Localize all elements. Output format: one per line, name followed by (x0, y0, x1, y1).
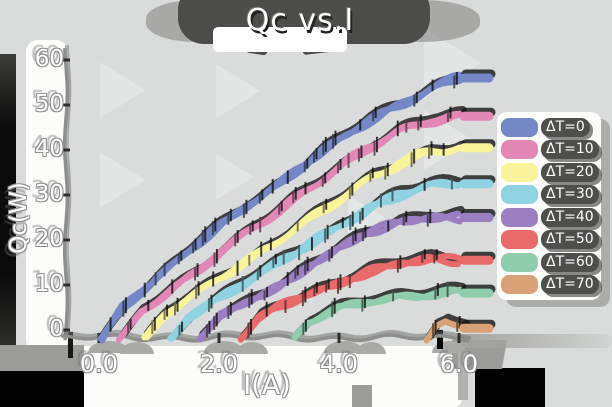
y-tick-label: 50 (34, 91, 64, 117)
legend-label: ΔT=50 (541, 230, 599, 250)
series-ΔT=10 (115, 106, 496, 343)
series-ΔT=60 (291, 281, 496, 341)
x-axis-label: I(A) (243, 370, 291, 401)
legend-item: ΔT=10 (501, 139, 601, 160)
series-ΔT=50 (237, 249, 496, 343)
legend-label: ΔT=10 (541, 140, 599, 160)
legend-swatch (501, 117, 538, 137)
spine-shadow-bump (356, 342, 386, 354)
y-axis-label: Qc(W) (6, 182, 32, 254)
legend-item: ΔT=0 (501, 117, 601, 138)
series-ΔT=0 (97, 69, 496, 344)
origin-tick-shadow (68, 332, 73, 358)
series-line (144, 144, 463, 341)
series-line (99, 71, 463, 344)
legend-swatch (501, 275, 538, 295)
tan-series-start-shadow (437, 330, 443, 349)
spine-shadow-bump (236, 342, 268, 354)
series-line (167, 180, 463, 342)
x-tick-label: 6.0 (439, 350, 479, 378)
series-line (197, 212, 463, 343)
shadow-blob-bottom-mid (352, 385, 372, 407)
y-tick-label: 60 (34, 46, 64, 72)
spine-shadow-bump (204, 341, 244, 353)
series-ΔT=30 (167, 174, 496, 342)
background-watermark-triangle (348, 195, 385, 240)
background-watermark-triangle (100, 62, 146, 118)
series-line (291, 286, 464, 340)
legend-label: ΔT=0 (541, 117, 590, 137)
background-watermark-triangle (216, 64, 261, 118)
corner-shadow-black-right (475, 368, 545, 407)
y-tick-label: 10 (34, 271, 64, 297)
spine-shadow-bump (88, 341, 130, 353)
legend-item: ΔT=60 (501, 252, 601, 273)
left-axis-shadow-strip (0, 54, 16, 348)
series-ΔT=70 (423, 313, 496, 344)
spine-shadow-bump (120, 342, 154, 354)
legend: ΔT=0 ΔT=10 ΔT=20 ΔT=30 ΔT=40 ΔT=50 ΔT=60 ΔT=70 (497, 112, 601, 300)
shadow-column-bottom-right (458, 350, 468, 400)
series-ΔT=20 (141, 139, 496, 341)
x-spine (61, 333, 470, 343)
x-tick-band (42, 346, 462, 407)
legend-item: ΔT=30 (501, 184, 601, 205)
legend-item: ΔT=70 (501, 274, 601, 295)
legend-swatch (501, 162, 538, 182)
legend-label: ΔT=30 (541, 185, 599, 205)
legend-item: ΔT=20 (501, 162, 601, 183)
x-spine-shadow (63, 329, 472, 341)
spine-shadow-bump (324, 341, 364, 353)
y-spine-shadow (64, 45, 72, 338)
axes-spines (60, 45, 472, 343)
axis-shadow-band-right (456, 334, 612, 348)
legend-swatch (501, 230, 538, 250)
legend-label: ΔT=40 (541, 207, 599, 227)
legend-label: ΔT=60 (541, 252, 599, 272)
title-highlight-patch (213, 27, 347, 52)
legend-swatch (501, 252, 538, 272)
series-ΔT=40 (196, 205, 496, 343)
background-watermark-triangle (216, 154, 254, 200)
x-tick-label: 2.0 (199, 350, 239, 378)
y-tick-label: 20 (34, 226, 64, 252)
legend-item: ΔT=50 (501, 229, 601, 250)
chart-title: Qc vs.I (245, 3, 355, 38)
x-tick-label: 4.0 (319, 350, 359, 378)
y-tick-label: 40 (34, 136, 64, 162)
corner-shadow-black-left (0, 371, 84, 407)
legend-swatch (501, 185, 538, 205)
legend-swatch (501, 207, 538, 227)
legend-label: ΔT=20 (541, 162, 599, 182)
y-tick-label: 30 (34, 181, 64, 207)
legend-label: ΔT=70 (541, 275, 599, 295)
background-watermark-triangle (100, 152, 146, 208)
x-tick-label: 0.0 (79, 350, 119, 378)
legend-item: ΔT=40 (501, 207, 601, 228)
y-tick-label: 0 (49, 316, 64, 342)
legend-swatch (501, 140, 538, 160)
